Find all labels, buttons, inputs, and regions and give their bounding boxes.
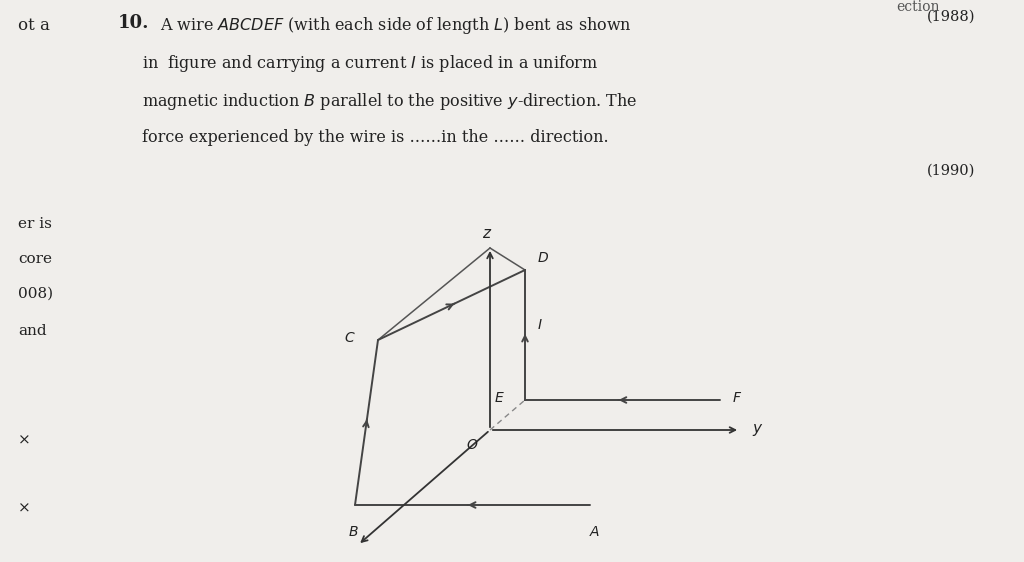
Text: (1990): (1990) bbox=[927, 164, 975, 178]
Text: ot a: ot a bbox=[18, 17, 50, 34]
Text: $O$: $O$ bbox=[466, 438, 478, 452]
Text: magnetic induction $B$ parallel to the positive $y$-direction. The: magnetic induction $B$ parallel to the p… bbox=[142, 91, 637, 112]
Text: force experienced by the wire is ……in the …… direction.: force experienced by the wire is ……in th… bbox=[142, 129, 608, 146]
Text: $E$: $E$ bbox=[495, 391, 505, 405]
Text: ection: ection bbox=[896, 0, 940, 14]
Text: $C$: $C$ bbox=[344, 331, 356, 345]
Text: $D$: $D$ bbox=[537, 251, 549, 265]
Text: $z$: $z$ bbox=[482, 226, 493, 241]
Text: in  figure and carrying a current $I$ is placed in a uniform: in figure and carrying a current $I$ is … bbox=[142, 53, 598, 74]
Text: ×: × bbox=[18, 434, 31, 448]
Text: ×: × bbox=[18, 502, 31, 516]
Text: $I$: $I$ bbox=[537, 318, 543, 332]
Text: A wire $ABCDEF$ (with each side of length $L$) bent as shown: A wire $ABCDEF$ (with each side of lengt… bbox=[160, 15, 632, 36]
Text: er is: er is bbox=[18, 217, 52, 231]
Text: core: core bbox=[18, 252, 52, 266]
Text: $B$: $B$ bbox=[348, 525, 358, 539]
Text: 10.: 10. bbox=[118, 14, 150, 32]
Text: 008): 008) bbox=[18, 287, 53, 301]
Text: $F$: $F$ bbox=[732, 391, 742, 405]
Text: $A$: $A$ bbox=[590, 525, 601, 539]
Text: $y$: $y$ bbox=[752, 422, 764, 438]
Text: (1988): (1988) bbox=[927, 10, 975, 24]
Text: and: and bbox=[18, 324, 47, 338]
